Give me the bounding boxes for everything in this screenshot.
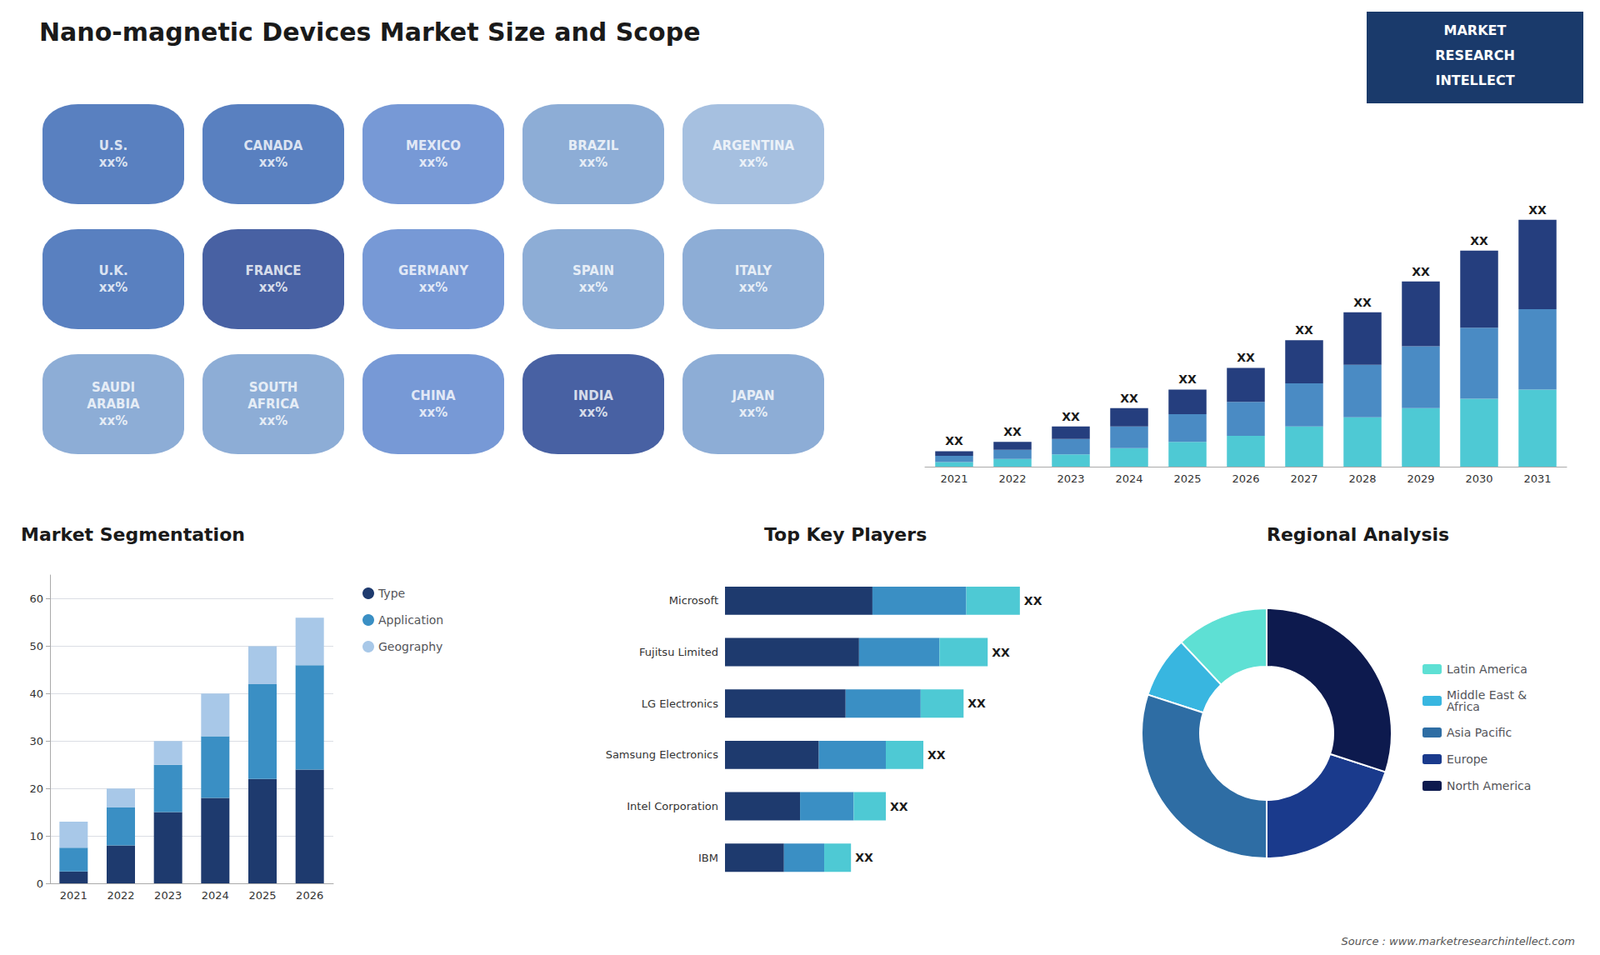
svg-text:Intel Corporation: Intel Corporation — [626, 800, 719, 813]
svg-text:Fujitsu Limited: Fujitsu Limited — [639, 645, 719, 659]
svg-text:xx%: xx% — [579, 280, 608, 295]
svg-text:XX: XX — [1528, 203, 1547, 217]
svg-text:Market Segmentation: Market Segmentation — [20, 524, 245, 545]
svg-text:FRANCE: FRANCE — [245, 263, 301, 279]
svg-text:xx%: xx% — [419, 280, 448, 295]
svg-text:Europe: Europe — [1446, 752, 1488, 766]
svg-text:XX: XX — [945, 434, 964, 448]
svg-text:2021: 2021 — [940, 472, 968, 485]
svg-text:50: 50 — [29, 640, 44, 653]
svg-text:0: 0 — [36, 877, 44, 890]
svg-text:IBM: IBM — [698, 851, 719, 865]
svg-text:10: 10 — [29, 830, 44, 843]
svg-text:ARGENTINA: ARGENTINA — [712, 138, 795, 154]
svg-text:2022: 2022 — [106, 889, 135, 902]
svg-text:Geography: Geography — [378, 640, 443, 654]
svg-text:ITALY: ITALY — [735, 263, 773, 279]
svg-text:2031: 2031 — [1523, 472, 1551, 485]
svg-text:2026: 2026 — [1231, 472, 1260, 485]
svg-text:Latin America: Latin America — [1446, 662, 1528, 676]
svg-text:XX: XX — [1024, 594, 1043, 608]
svg-text:BRAZIL: BRAZIL — [568, 138, 620, 154]
svg-text:SOUTH: SOUTH — [249, 380, 299, 395]
svg-text:XX: XX — [1178, 372, 1197, 386]
svg-text:XX: XX — [1120, 391, 1139, 405]
svg-text:xx%: xx% — [579, 405, 608, 420]
svg-text:xx%: xx% — [419, 405, 448, 420]
svg-text:20: 20 — [29, 782, 44, 795]
svg-text:xx%: xx% — [259, 155, 288, 170]
svg-text:Asia Pacific: Asia Pacific — [1446, 725, 1512, 740]
svg-text:MARKET: MARKET — [1444, 22, 1507, 39]
svg-text:XX: XX — [991, 645, 1010, 660]
svg-text:SAUDI: SAUDI — [91, 380, 135, 395]
svg-text:XX: XX — [1470, 234, 1489, 248]
svg-text:Samsung Electronics: Samsung Electronics — [605, 748, 720, 761]
svg-text:2022: 2022 — [998, 472, 1026, 485]
svg-text:2021: 2021 — [60, 889, 88, 902]
svg-text:Microsoft: Microsoft — [669, 594, 719, 607]
svg-text:2025: 2025 — [1173, 472, 1201, 485]
svg-text:Type: Type — [377, 586, 405, 600]
svg-text:XX: XX — [1411, 265, 1430, 279]
svg-text:Application: Application — [378, 613, 444, 627]
svg-text:60: 60 — [29, 592, 44, 605]
svg-text:xx%: xx% — [99, 280, 128, 295]
svg-text:XX: XX — [1295, 323, 1314, 337]
svg-text:XX: XX — [1003, 425, 1022, 439]
svg-text:MEXICO: MEXICO — [405, 138, 461, 154]
svg-text:2026: 2026 — [295, 889, 324, 902]
svg-text:XX: XX — [1236, 350, 1255, 365]
svg-text:Africa: Africa — [1446, 700, 1480, 714]
svg-text:U.K.: U.K. — [98, 263, 128, 279]
svg-text:ARABIA: ARABIA — [86, 396, 140, 412]
svg-text:xx%: xx% — [579, 155, 608, 170]
svg-text:xx%: xx% — [419, 155, 448, 170]
svg-text:Top Key Players: Top Key Players — [764, 524, 927, 545]
svg-text:2024: 2024 — [1115, 472, 1143, 485]
svg-text:xx%: xx% — [739, 280, 768, 295]
svg-text:XX: XX — [967, 696, 986, 710]
svg-text:INDIA: INDIA — [573, 388, 614, 404]
svg-text:Nano-magnetic Devices Market S: Nano-magnetic Devices Market Size and Sc… — [39, 17, 700, 47]
svg-text:CHINA: CHINA — [410, 388, 456, 404]
svg-text:Middle East &: Middle East & — [1446, 688, 1527, 702]
svg-text:xx%: xx% — [259, 413, 288, 429]
svg-text:U.S.: U.S. — [99, 138, 128, 154]
svg-text:North America: North America — [1446, 779, 1531, 793]
svg-text:SPAIN: SPAIN — [572, 263, 615, 279]
svg-text:2030: 2030 — [1465, 472, 1493, 485]
svg-text:2029: 2029 — [1406, 472, 1435, 485]
svg-text:2025: 2025 — [248, 889, 276, 902]
svg-text:40: 40 — [29, 687, 44, 700]
svg-text:XX: XX — [855, 850, 874, 865]
svg-text:30: 30 — [29, 735, 44, 748]
svg-text:xx%: xx% — [739, 155, 768, 170]
svg-text:2028: 2028 — [1348, 472, 1376, 485]
svg-text:Source : www.marketresearchint: Source : www.marketresearchintellect.com — [1341, 935, 1576, 948]
svg-text:CANADA: CANADA — [244, 138, 304, 154]
svg-text:RESEARCH: RESEARCH — [1435, 47, 1515, 64]
svg-text:2023: 2023 — [1056, 472, 1085, 485]
svg-text:xx%: xx% — [99, 155, 128, 170]
svg-text:2024: 2024 — [201, 889, 230, 902]
svg-text:INTELLECT: INTELLECT — [1435, 72, 1515, 89]
svg-text:xx%: xx% — [259, 280, 288, 295]
svg-text:JAPAN: JAPAN — [731, 388, 775, 404]
svg-text:AFRICA: AFRICA — [247, 396, 300, 412]
svg-text:Regional Analysis: Regional Analysis — [1266, 524, 1450, 545]
svg-text:GERMANY: GERMANY — [398, 263, 470, 279]
svg-text:XX: XX — [927, 748, 946, 762]
svg-text:2023: 2023 — [154, 889, 182, 902]
svg-text:xx%: xx% — [739, 405, 768, 420]
svg-text:XX: XX — [1061, 410, 1080, 424]
svg-text:xx%: xx% — [99, 413, 128, 429]
svg-text:2027: 2027 — [1290, 472, 1318, 485]
svg-text:LG Electronics: LG Electronics — [641, 697, 720, 710]
svg-text:XX: XX — [1353, 295, 1372, 310]
svg-text:XX: XX — [890, 800, 909, 814]
